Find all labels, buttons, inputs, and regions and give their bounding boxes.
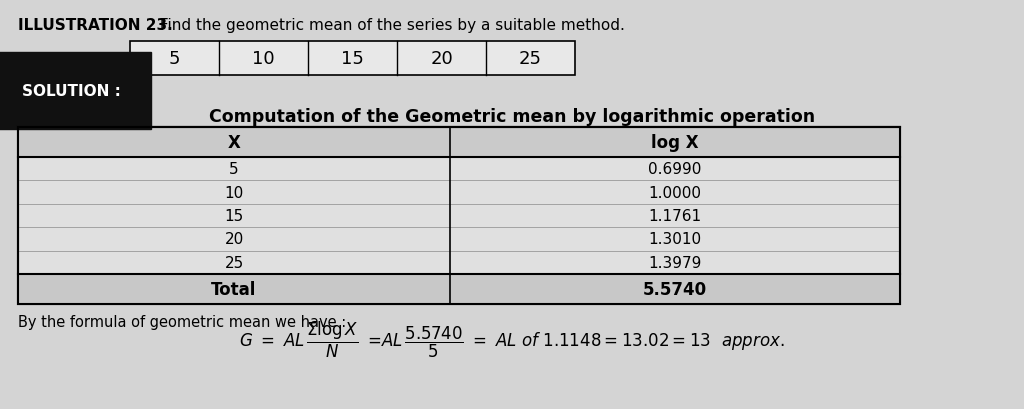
Text: 20: 20 [430,50,453,68]
Bar [18,128,900,157]
Text: Computation of the Geometric mean by logarithmic operation: Computation of the Geometric mean by log… [209,108,815,126]
Text: 1.3010: 1.3010 [648,232,701,247]
Text: 25: 25 [519,50,542,68]
Text: Find the geometric mean of the series by a suitable method.: Find the geometric mean of the series by… [155,18,625,33]
Text: 20: 20 [224,232,244,247]
Bar [130,42,575,76]
Text: 1.1761: 1.1761 [648,209,701,223]
Text: 15: 15 [341,50,364,68]
Text: $G\ =\ AL\,\dfrac{\Sigma\log X}{N}$$\ =\!AL\,\dfrac{5.5740}{5}$$\ =\ AL\ of\ 1.1: $G\ =\ AL\,\dfrac{\Sigma\log X}{N}$$\ =\… [240,319,784,359]
Text: 1.3979: 1.3979 [648,255,701,270]
Text: log X: log X [651,134,698,152]
Text: 0.6990: 0.6990 [648,162,701,177]
Text: 5: 5 [229,162,239,177]
Text: Total: Total [211,280,257,298]
Text: 1.0000: 1.0000 [648,185,701,200]
Text: ILLUSTRATION 23.: ILLUSTRATION 23. [18,18,173,33]
Text: X: X [227,134,241,152]
Text: By the formula of geometric mean we have :: By the formula of geometric mean we have… [18,314,346,329]
Bar [18,274,900,304]
Text: 10: 10 [252,50,274,68]
Text: SOLUTION :: SOLUTION : [22,84,121,99]
Text: 5.5740: 5.5740 [643,280,707,298]
Bar [18,128,900,304]
Text: 15: 15 [224,209,244,223]
Text: 5: 5 [169,50,180,68]
Bar [18,128,900,304]
Text: 25: 25 [224,255,244,270]
Text: 10: 10 [224,185,244,200]
